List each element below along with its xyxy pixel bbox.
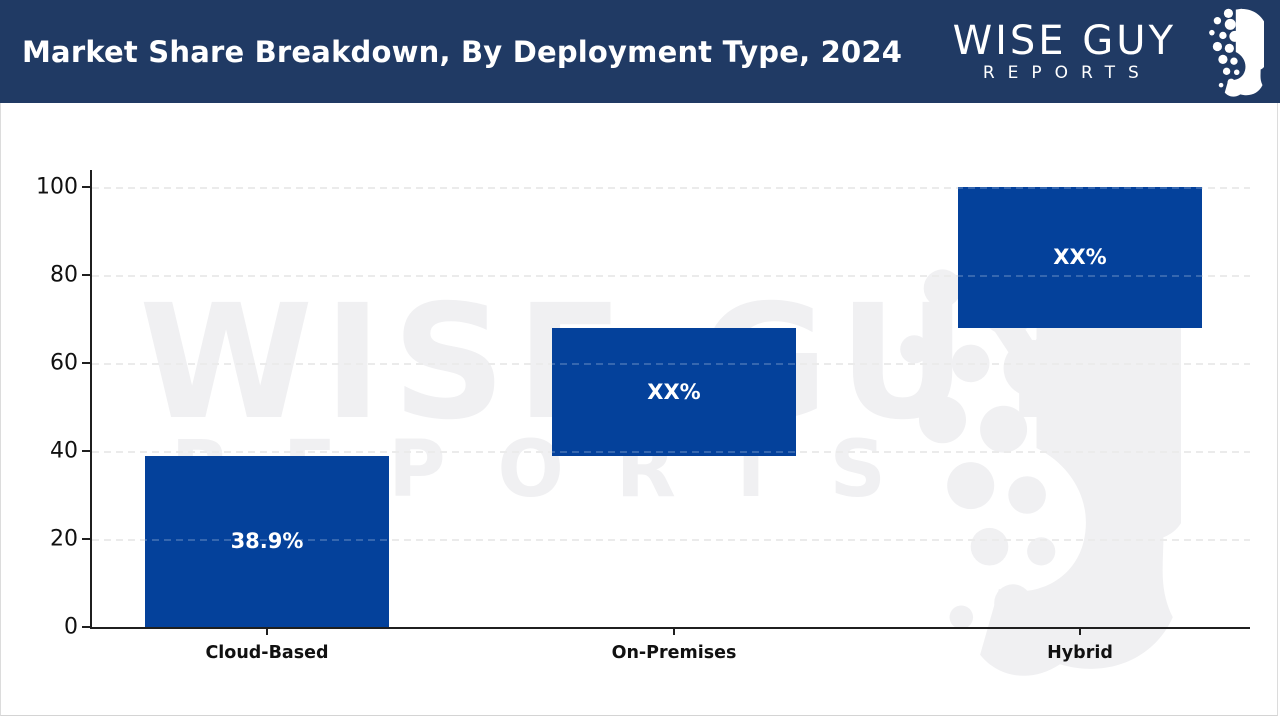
y-axis-label-20: 20 bbox=[50, 526, 78, 552]
gridline-overlay-y80 bbox=[92, 275, 1250, 277]
gridline-overlay-y100 bbox=[92, 187, 1250, 189]
header-bar: Market Share Breakdown, By Deployment Ty… bbox=[0, 0, 1280, 103]
y-axis-tick bbox=[82, 274, 90, 276]
y-axis-tick bbox=[82, 362, 90, 364]
bar-value-label: XX% bbox=[647, 379, 701, 404]
y-axis-tick bbox=[82, 186, 90, 188]
logo-wordmark: WISE GUY bbox=[952, 18, 1176, 64]
gridline-y100 bbox=[92, 187, 1250, 189]
chart-canvas: WISE GUY REPORTS 02040608010038.9%Cloud-… bbox=[0, 103, 1278, 716]
x-axis-label-hybrid: Hybrid bbox=[1047, 643, 1113, 663]
y-axis-label-80: 80 bbox=[50, 262, 78, 288]
x-axis-tick bbox=[1079, 627, 1081, 635]
x-axis-tick bbox=[673, 627, 675, 635]
y-axis-tick bbox=[82, 450, 90, 452]
y-axis-label-60: 60 bbox=[50, 350, 78, 376]
bar-value-label: XX% bbox=[1053, 245, 1107, 270]
plot-area: 0 20 40 60 80 100 38.9% Cloud-Based XX% On-Premis… bbox=[36, 170, 1250, 663]
y-axis-label-0: 0 bbox=[64, 614, 78, 640]
x-axis-label-on-premises: On-Premises bbox=[611, 643, 737, 663]
y-axis-label-40: 40 bbox=[50, 438, 78, 464]
logo-head-icon bbox=[1180, 6, 1264, 98]
gridline-overlay-y40 bbox=[92, 451, 1250, 453]
page-title: Market Share Breakdown, By Deployment Ty… bbox=[22, 34, 903, 69]
bar-on-premises bbox=[552, 327, 796, 456]
y-axis-label-100: 100 bbox=[36, 174, 78, 200]
x-axis-tick bbox=[266, 627, 268, 635]
gridline-overlay-y60 bbox=[92, 363, 1250, 365]
bar-hybrid bbox=[958, 187, 1202, 328]
x-axis-label-cloud-based: Cloud-Based bbox=[205, 643, 329, 663]
gridline-y20 bbox=[92, 539, 1250, 541]
wise-guy-reports-logo: WISE GUY REPORTS bbox=[953, 0, 1264, 103]
y-axis-tick bbox=[82, 538, 90, 540]
gridline-overlay-y20 bbox=[92, 539, 1250, 541]
logo-subtext: REPORTS bbox=[982, 63, 1152, 83]
y-axis-tick bbox=[82, 626, 90, 628]
bar-value-label: 38.9% bbox=[230, 529, 304, 554]
bar-cloud-based bbox=[145, 455, 389, 627]
gridline-y80 bbox=[92, 275, 1250, 277]
